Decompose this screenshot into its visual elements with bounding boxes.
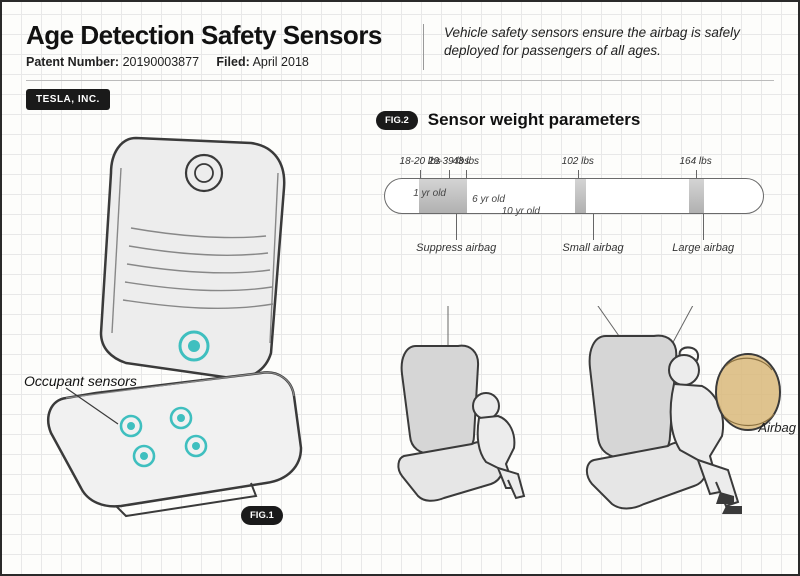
deploy-connector: [703, 214, 704, 240]
seat-adult: [587, 336, 780, 514]
weight-bar-wrap: 18-20 lbs29-39 lbs43 lbs102 lbs164 lbs 1…: [384, 156, 796, 276]
weight-segment: [689, 179, 704, 213]
deploy-label: Large airbag: [672, 242, 734, 254]
patent-label: Patent Number:: [26, 55, 119, 69]
subtitle: Vehicle safety sensors ensure the airbag…: [444, 20, 774, 60]
content: Occupant sensors FIG.1 FIG.2 Sensor weig…: [26, 110, 774, 550]
deploy-connector: [593, 214, 594, 240]
fig2: FIG.2 Sensor weight parameters 18-20 lbs…: [376, 110, 796, 531]
weight-segment: [575, 179, 586, 213]
header-left: Age Detection Safety Sensors Patent Numb…: [26, 20, 403, 69]
weight-tick-label: 164 lbs: [679, 156, 711, 167]
occupant-sensors-label: Occupant sensors: [24, 373, 137, 389]
fig1-label: FIG.1: [241, 506, 283, 525]
header-divider: [423, 24, 424, 70]
fig2-label: FIG.2: [376, 111, 418, 130]
fig1: Occupant sensors FIG.1: [26, 118, 346, 533]
fig2-header: FIG.2 Sensor weight parameters: [376, 110, 796, 130]
patent-meta: Patent Number: 20190003877 Filed: April …: [26, 55, 403, 69]
age-tick-label: 10 yr old: [502, 206, 540, 217]
deploy-connector: [456, 214, 457, 240]
age-tick-label: 1 yr old: [413, 188, 446, 199]
header: Age Detection Safety Sensors Patent Numb…: [26, 20, 774, 70]
age-tick-label: 6 yr old: [472, 194, 505, 205]
fig2-title: Sensor weight parameters: [428, 110, 641, 130]
airbag-label: Airbag: [758, 420, 796, 435]
seat-diagram: [26, 118, 346, 518]
fig2-illustrations: [376, 306, 796, 526]
page-title: Age Detection Safety Sensors: [26, 20, 403, 51]
seat-child: [398, 346, 524, 501]
weight-tick-label: 102 lbs: [562, 156, 594, 167]
company-badge: TESLA, INC.: [26, 89, 110, 110]
filed-label: Filed:: [216, 55, 249, 69]
infographic-frame: Age Detection Safety Sensors Patent Numb…: [0, 0, 800, 576]
patent-number: 20190003877: [123, 55, 199, 69]
deploy-label: Suppress airbag: [416, 242, 496, 254]
horizontal-rule: [26, 80, 774, 81]
filed-date: April 2018: [253, 55, 309, 69]
weight-tick-label: 43 lbs: [452, 156, 479, 167]
deploy-label: Small airbag: [562, 242, 623, 254]
